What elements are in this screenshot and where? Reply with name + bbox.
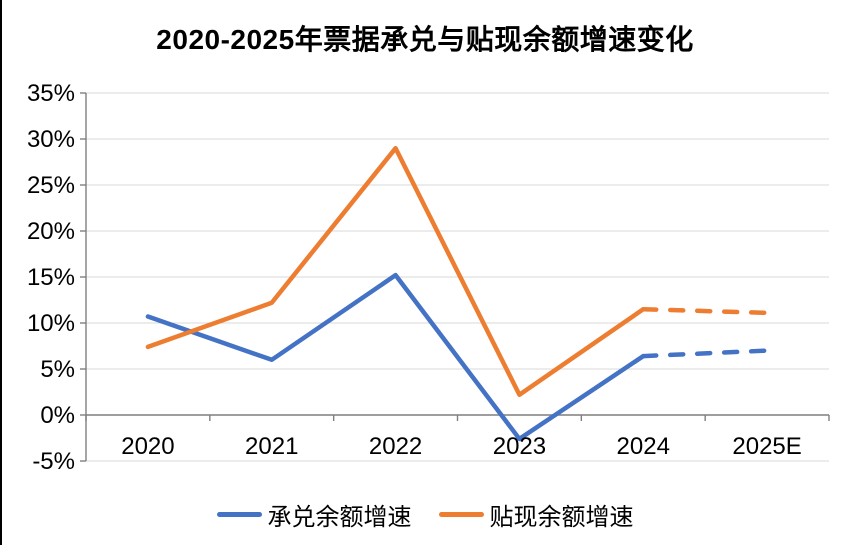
y-axis-label: 5% xyxy=(40,356,75,383)
x-axis-label: 2021 xyxy=(245,433,298,460)
x-axis-label: 2023 xyxy=(493,433,546,460)
chart-legend: 承兑余额增速 贴现余额增速 xyxy=(2,497,848,532)
y-axis-label: 35% xyxy=(27,80,75,107)
y-axis-label: 20% xyxy=(27,218,75,245)
series-line-dashed-forecast xyxy=(641,348,770,359)
legend-item-discount-growth: 贴现余额增速 xyxy=(438,497,634,532)
y-axis-label: -5% xyxy=(32,448,75,475)
y-axis-label: 15% xyxy=(27,264,75,291)
y-axis-label: 10% xyxy=(27,310,75,337)
legend-label-acceptance-growth: 承兑余额增速 xyxy=(267,504,412,531)
x-axis-label: 2020 xyxy=(121,433,174,460)
series-line-solid xyxy=(145,145,646,398)
y-axis-label: 30% xyxy=(27,126,75,153)
x-axis-label: 2022 xyxy=(369,433,422,460)
legend-item-acceptance-growth: 承兑余额增速 xyxy=(216,497,412,532)
legend-label-discount-growth: 贴现余额增速 xyxy=(489,504,634,531)
y-axis-label: 0% xyxy=(40,402,75,429)
y-axis-label: 25% xyxy=(27,172,75,199)
series-line-solid xyxy=(145,272,646,442)
legend-line-sample-icon xyxy=(216,512,262,517)
x-axis-label: 2024 xyxy=(617,433,670,460)
x-axis-label: 2025E xyxy=(732,433,801,460)
legend-line-sample-icon xyxy=(438,512,484,517)
chart-title: 2020-2025年票据承兑与贴现余额增速变化 xyxy=(156,24,694,55)
series-line-dashed-forecast xyxy=(641,306,770,316)
